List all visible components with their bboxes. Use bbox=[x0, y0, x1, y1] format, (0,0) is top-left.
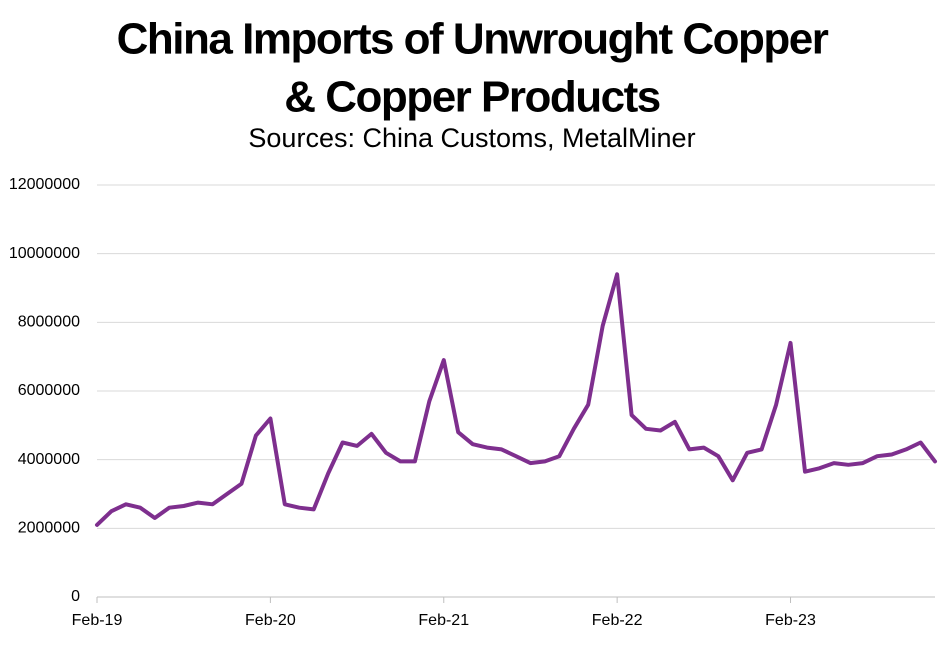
y-tick-label: 8000000 bbox=[18, 314, 80, 331]
y-tick-label: 6000000 bbox=[18, 382, 80, 399]
x-tick-label: Feb-22 bbox=[592, 612, 643, 629]
y-tick-label: 4000000 bbox=[18, 451, 80, 468]
x-tick-label: Feb-23 bbox=[765, 612, 816, 629]
chart-title: & Copper Products bbox=[284, 73, 659, 122]
y-tick-label: 2000000 bbox=[18, 520, 80, 537]
x-tick-label: Feb-19 bbox=[72, 612, 123, 629]
x-tick-label: Feb-21 bbox=[418, 612, 469, 629]
y-tick-label: 0 bbox=[71, 588, 80, 605]
chart-subtitle: Sources: China Customs, MetalMiner bbox=[248, 123, 695, 153]
y-tick-label: 10000000 bbox=[9, 245, 80, 262]
x-tick-label: Feb-20 bbox=[245, 612, 296, 629]
chart-title: China Imports of Unwrought Copper bbox=[117, 15, 829, 64]
data-line bbox=[95, 272, 937, 527]
y-tick-label: 12000000 bbox=[9, 176, 80, 193]
